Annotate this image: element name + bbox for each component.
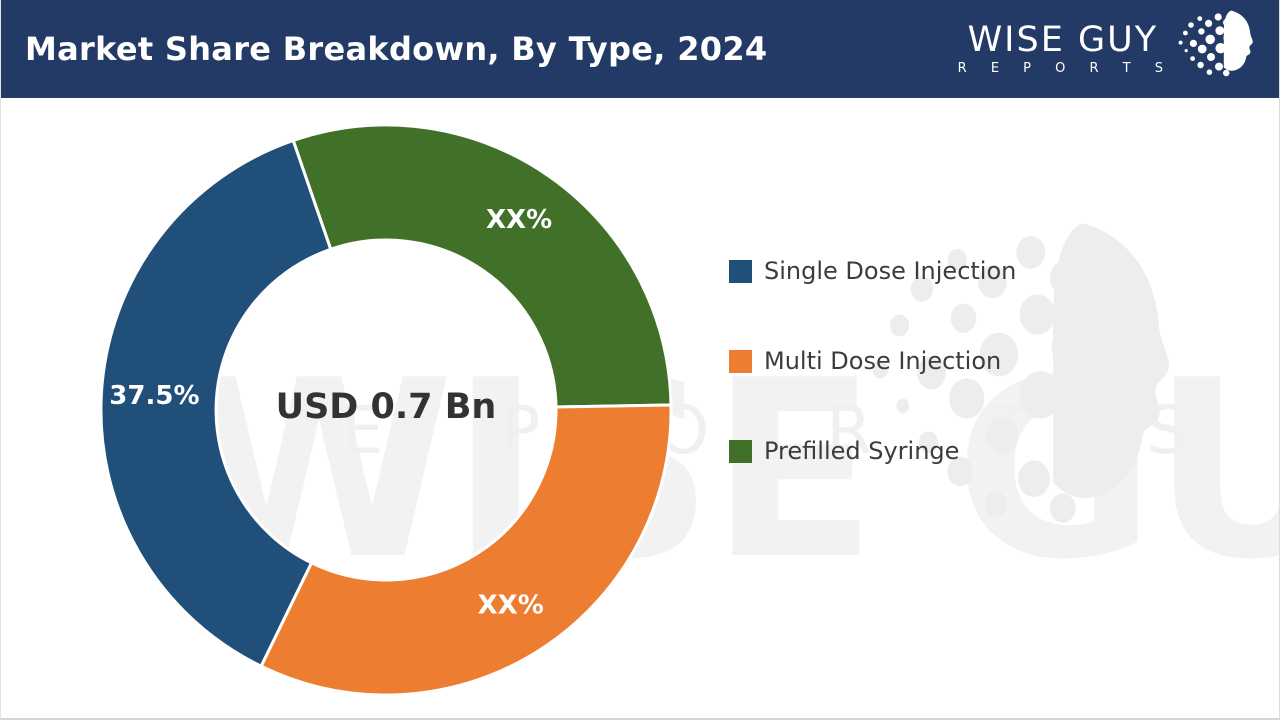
donut-segments: XX% XX% 37.5% bbox=[99, 123, 673, 697]
legend-item-single-dose-injection: Single Dose Injection bbox=[729, 257, 1016, 285]
page-title: Market Share Breakdown, By Type, 2024 bbox=[25, 30, 768, 68]
donut-chart: XX% XX% 37.5% bbox=[99, 123, 673, 697]
legend-item-multi-dose-injection: Multi Dose Injection bbox=[729, 347, 1016, 375]
slice-value-label: XX% bbox=[478, 591, 544, 621]
legend-label: Single Dose Injection bbox=[764, 257, 1017, 285]
logo-text: WISE GUY R E P O R T S bbox=[953, 20, 1173, 76]
chart-center-value: USD 0.7 Bn bbox=[275, 387, 497, 427]
donut-segment-prefilled-syringe bbox=[291, 123, 673, 409]
legend-swatch-icon bbox=[729, 439, 752, 463]
legend-label: Multi Dose Injection bbox=[764, 347, 1002, 375]
logo-brand-text: WISE GUY bbox=[967, 20, 1159, 60]
legend-label: Prefilled Syringe bbox=[764, 437, 960, 465]
logo-head-dots-icon bbox=[1178, 10, 1253, 77]
legend-swatch-icon bbox=[729, 259, 752, 283]
slice-value-label: 37.5% bbox=[109, 381, 199, 411]
legend-swatch-icon bbox=[729, 349, 752, 373]
header-bar: Market Share Breakdown, By Type, 2024 WI… bbox=[1, 0, 1279, 98]
legend-item-prefilled-syringe: Prefilled Syringe bbox=[729, 437, 1016, 465]
wise-guy-reports-logo: WISE GUY R E P O R T S bbox=[953, 9, 1255, 89]
donut-segment-single-dose-injection bbox=[99, 139, 333, 668]
logo-reports-text: R E P O R T S bbox=[957, 61, 1173, 76]
chart-legend: Single Dose Injection Multi Dose Injecti… bbox=[729, 257, 1016, 465]
donut-segment-multi-dose-injection bbox=[259, 403, 673, 697]
slice-value-label: XX% bbox=[486, 205, 552, 235]
